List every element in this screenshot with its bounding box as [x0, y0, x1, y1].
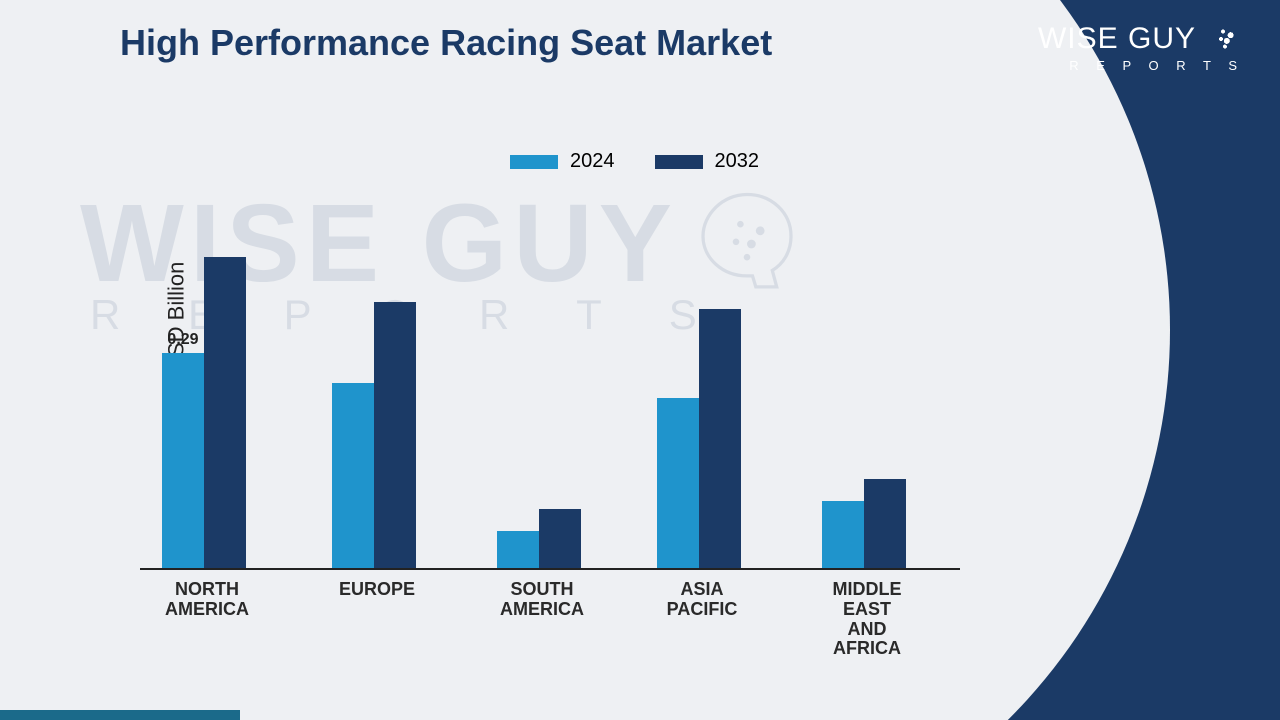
- brand-logo: WISE GUY R E P O R T S: [1038, 18, 1244, 73]
- brand-head-icon: [1202, 18, 1244, 60]
- bar: [497, 531, 539, 568]
- bar: [332, 383, 374, 568]
- category-label: SOUTHAMERICA: [477, 580, 607, 620]
- bottom-accent-bar: [0, 710, 240, 720]
- legend-label-2024: 2024: [570, 150, 615, 173]
- category-label: NORTHAMERICA: [142, 580, 272, 620]
- bar: [699, 309, 741, 568]
- bar: [162, 353, 204, 568]
- x-axis-line: [140, 568, 960, 570]
- legend-swatch-2024: [510, 155, 558, 169]
- legend: 2024 2032: [510, 150, 759, 173]
- legend-item-2032: 2032: [655, 150, 760, 173]
- bar: [822, 501, 864, 568]
- plot-area: 0.29NORTHAMERICAEUROPESOUTHAMERICAASIAPA…: [140, 200, 960, 570]
- bar-value-label: 0.29: [162, 331, 204, 349]
- chart-title: High Performance Racing Seat Market: [120, 22, 772, 64]
- bar: [657, 398, 699, 568]
- bar: [204, 257, 246, 568]
- category-label: MIDDLEEASTANDAFRICA: [802, 580, 932, 659]
- legend-swatch-2032: [655, 155, 703, 169]
- bar: [864, 479, 906, 568]
- legend-item-2024: 2024: [510, 150, 615, 173]
- category-label: EUROPE: [312, 580, 442, 600]
- category-label: ASIAPACIFIC: [637, 580, 767, 620]
- brand-sub: R E P O R T S: [1038, 58, 1244, 73]
- bar: [374, 302, 416, 568]
- chart-area: Market Size in USD Billion 2024 2032 0.2…: [90, 150, 960, 630]
- legend-label-2032: 2032: [715, 150, 760, 173]
- brand-name: WISE GUY: [1038, 22, 1196, 56]
- bar: [539, 509, 581, 568]
